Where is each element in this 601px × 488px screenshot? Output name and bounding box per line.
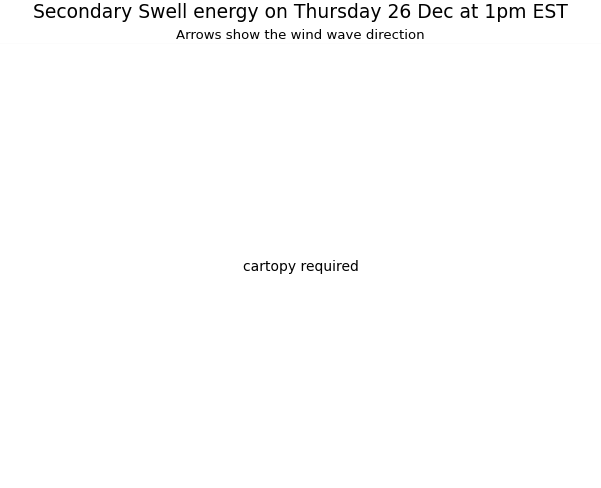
Text: Secondary Swell energy on Thursday 26 Dec at 1pm EST: Secondary Swell energy on Thursday 26 De… — [33, 3, 568, 22]
Text: cartopy required: cartopy required — [243, 260, 358, 273]
Text: Arrows show the wind wave direction: Arrows show the wind wave direction — [176, 28, 425, 41]
